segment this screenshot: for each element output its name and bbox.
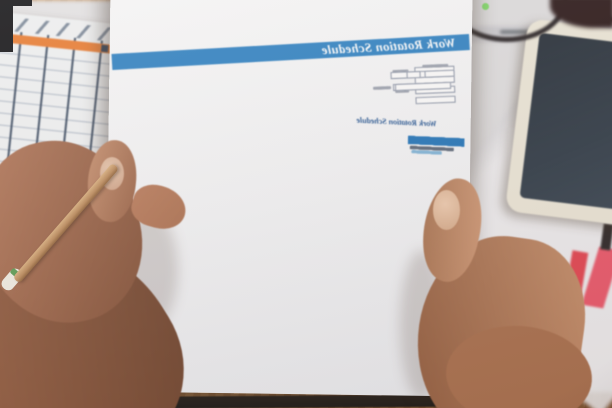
month-label-bar (408, 135, 465, 147)
form-box (394, 81, 452, 91)
form-box (424, 69, 455, 78)
eyeglasses-glint (482, 3, 489, 10)
month-rows-column: 1 2 3 4 5 6 7 8 9 10 11 12 13 14 15 16 1… (396, 135, 398, 152)
month-sublabel-blur (411, 150, 442, 154)
schedule-month-section: 1 2 3 4 5 6 7 8 9 10 11 12 13 14 15 16 1… (396, 135, 465, 156)
dark-corner-object-left (0, 0, 32, 6)
month-label-column (402, 135, 465, 156)
dark-corner-object-left (0, 0, 13, 52)
tablet-screen (519, 32, 612, 216)
sheet-subtitle: Work Rotation Schedule (356, 115, 437, 129)
form-label-blur (422, 64, 445, 68)
form-box (406, 70, 421, 79)
page-title: Work Rotation Schedule (320, 35, 456, 58)
right-thumb-nail (433, 190, 460, 230)
header-form-fields (118, 63, 461, 118)
form-label-blur (375, 86, 392, 90)
form-cluster (364, 64, 456, 109)
